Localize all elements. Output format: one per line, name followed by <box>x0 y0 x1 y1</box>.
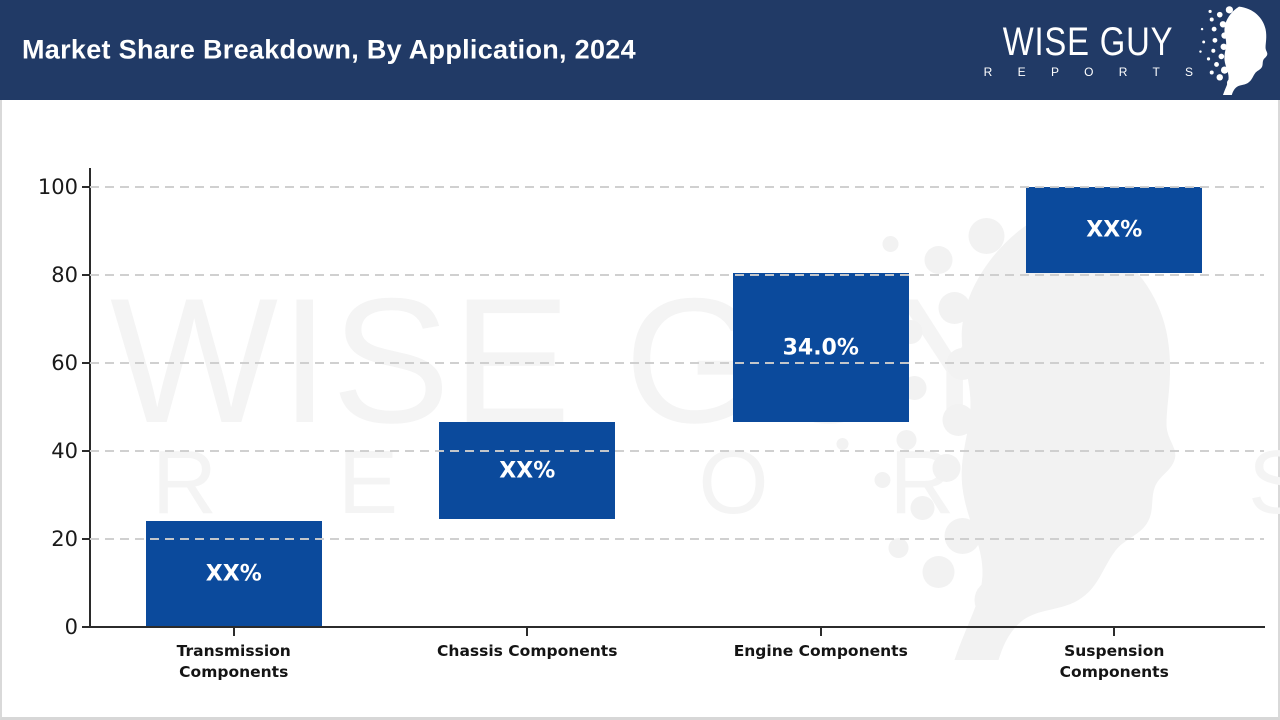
logo-text: WISE GUY R E P O R T S <box>973 22 1204 79</box>
gridline-20 <box>90 538 1264 540</box>
category-label: Transmission Components <box>176 642 291 681</box>
gridline-100 <box>90 186 1264 188</box>
category-label: Chassis Components <box>437 642 618 660</box>
logo-wordmark: WISE GUY <box>1003 19 1174 64</box>
gridline-80 <box>90 274 1264 276</box>
bar-value-label: XX% <box>499 458 556 484</box>
y-tick-label: 20 <box>51 527 78 551</box>
y-tick-mark <box>82 186 90 188</box>
x-tick-mark <box>819 628 822 636</box>
category-label: Engine Components <box>733 642 908 660</box>
page-title: Market Share Breakdown, By Application, … <box>22 34 636 65</box>
y-tick-mark <box>82 538 90 540</box>
gridline-60 <box>90 362 1264 364</box>
y-tick-mark <box>82 450 90 452</box>
y-axis-line <box>89 168 91 628</box>
y-tick-label: 100 <box>37 175 78 199</box>
y-tick-label: 0 <box>64 615 78 639</box>
x-tick-mark <box>1113 628 1116 636</box>
bar-2: XX% <box>439 422 616 520</box>
chart-canvas: WISE GUY R E P O R T S 0 20 40 60 80 100 XX% Tr… <box>0 100 1280 720</box>
bar-3: 34.0% <box>732 272 909 423</box>
y-tick-label: 40 <box>51 439 78 463</box>
x-axis-line <box>89 626 1265 628</box>
gridline-40 <box>90 450 1264 452</box>
bar-value-label: XX% <box>205 561 262 587</box>
bar-value-label: 34.0% <box>782 335 859 361</box>
header-bar: Market Share Breakdown, By Application, … <box>0 0 1280 100</box>
y-tick-mark <box>82 274 90 276</box>
x-tick-mark <box>232 628 235 636</box>
bar-value-label: XX% <box>1086 217 1143 243</box>
y-tick-label: 60 <box>51 351 78 375</box>
logo-subtitle: R E P O R T S <box>983 64 1204 79</box>
wiseguy-head-logo-icon <box>1199 6 1268 95</box>
y-tick-label: 80 <box>51 263 78 287</box>
y-tick-mark <box>82 362 90 364</box>
category-label: Suspension Components <box>1059 642 1169 681</box>
wiseguy-logo: WISE GUY R E P O R T S <box>973 4 1272 96</box>
y-tick-mark <box>82 626 90 628</box>
bar-4: XX% <box>1026 187 1203 273</box>
x-tick-mark <box>526 628 529 636</box>
